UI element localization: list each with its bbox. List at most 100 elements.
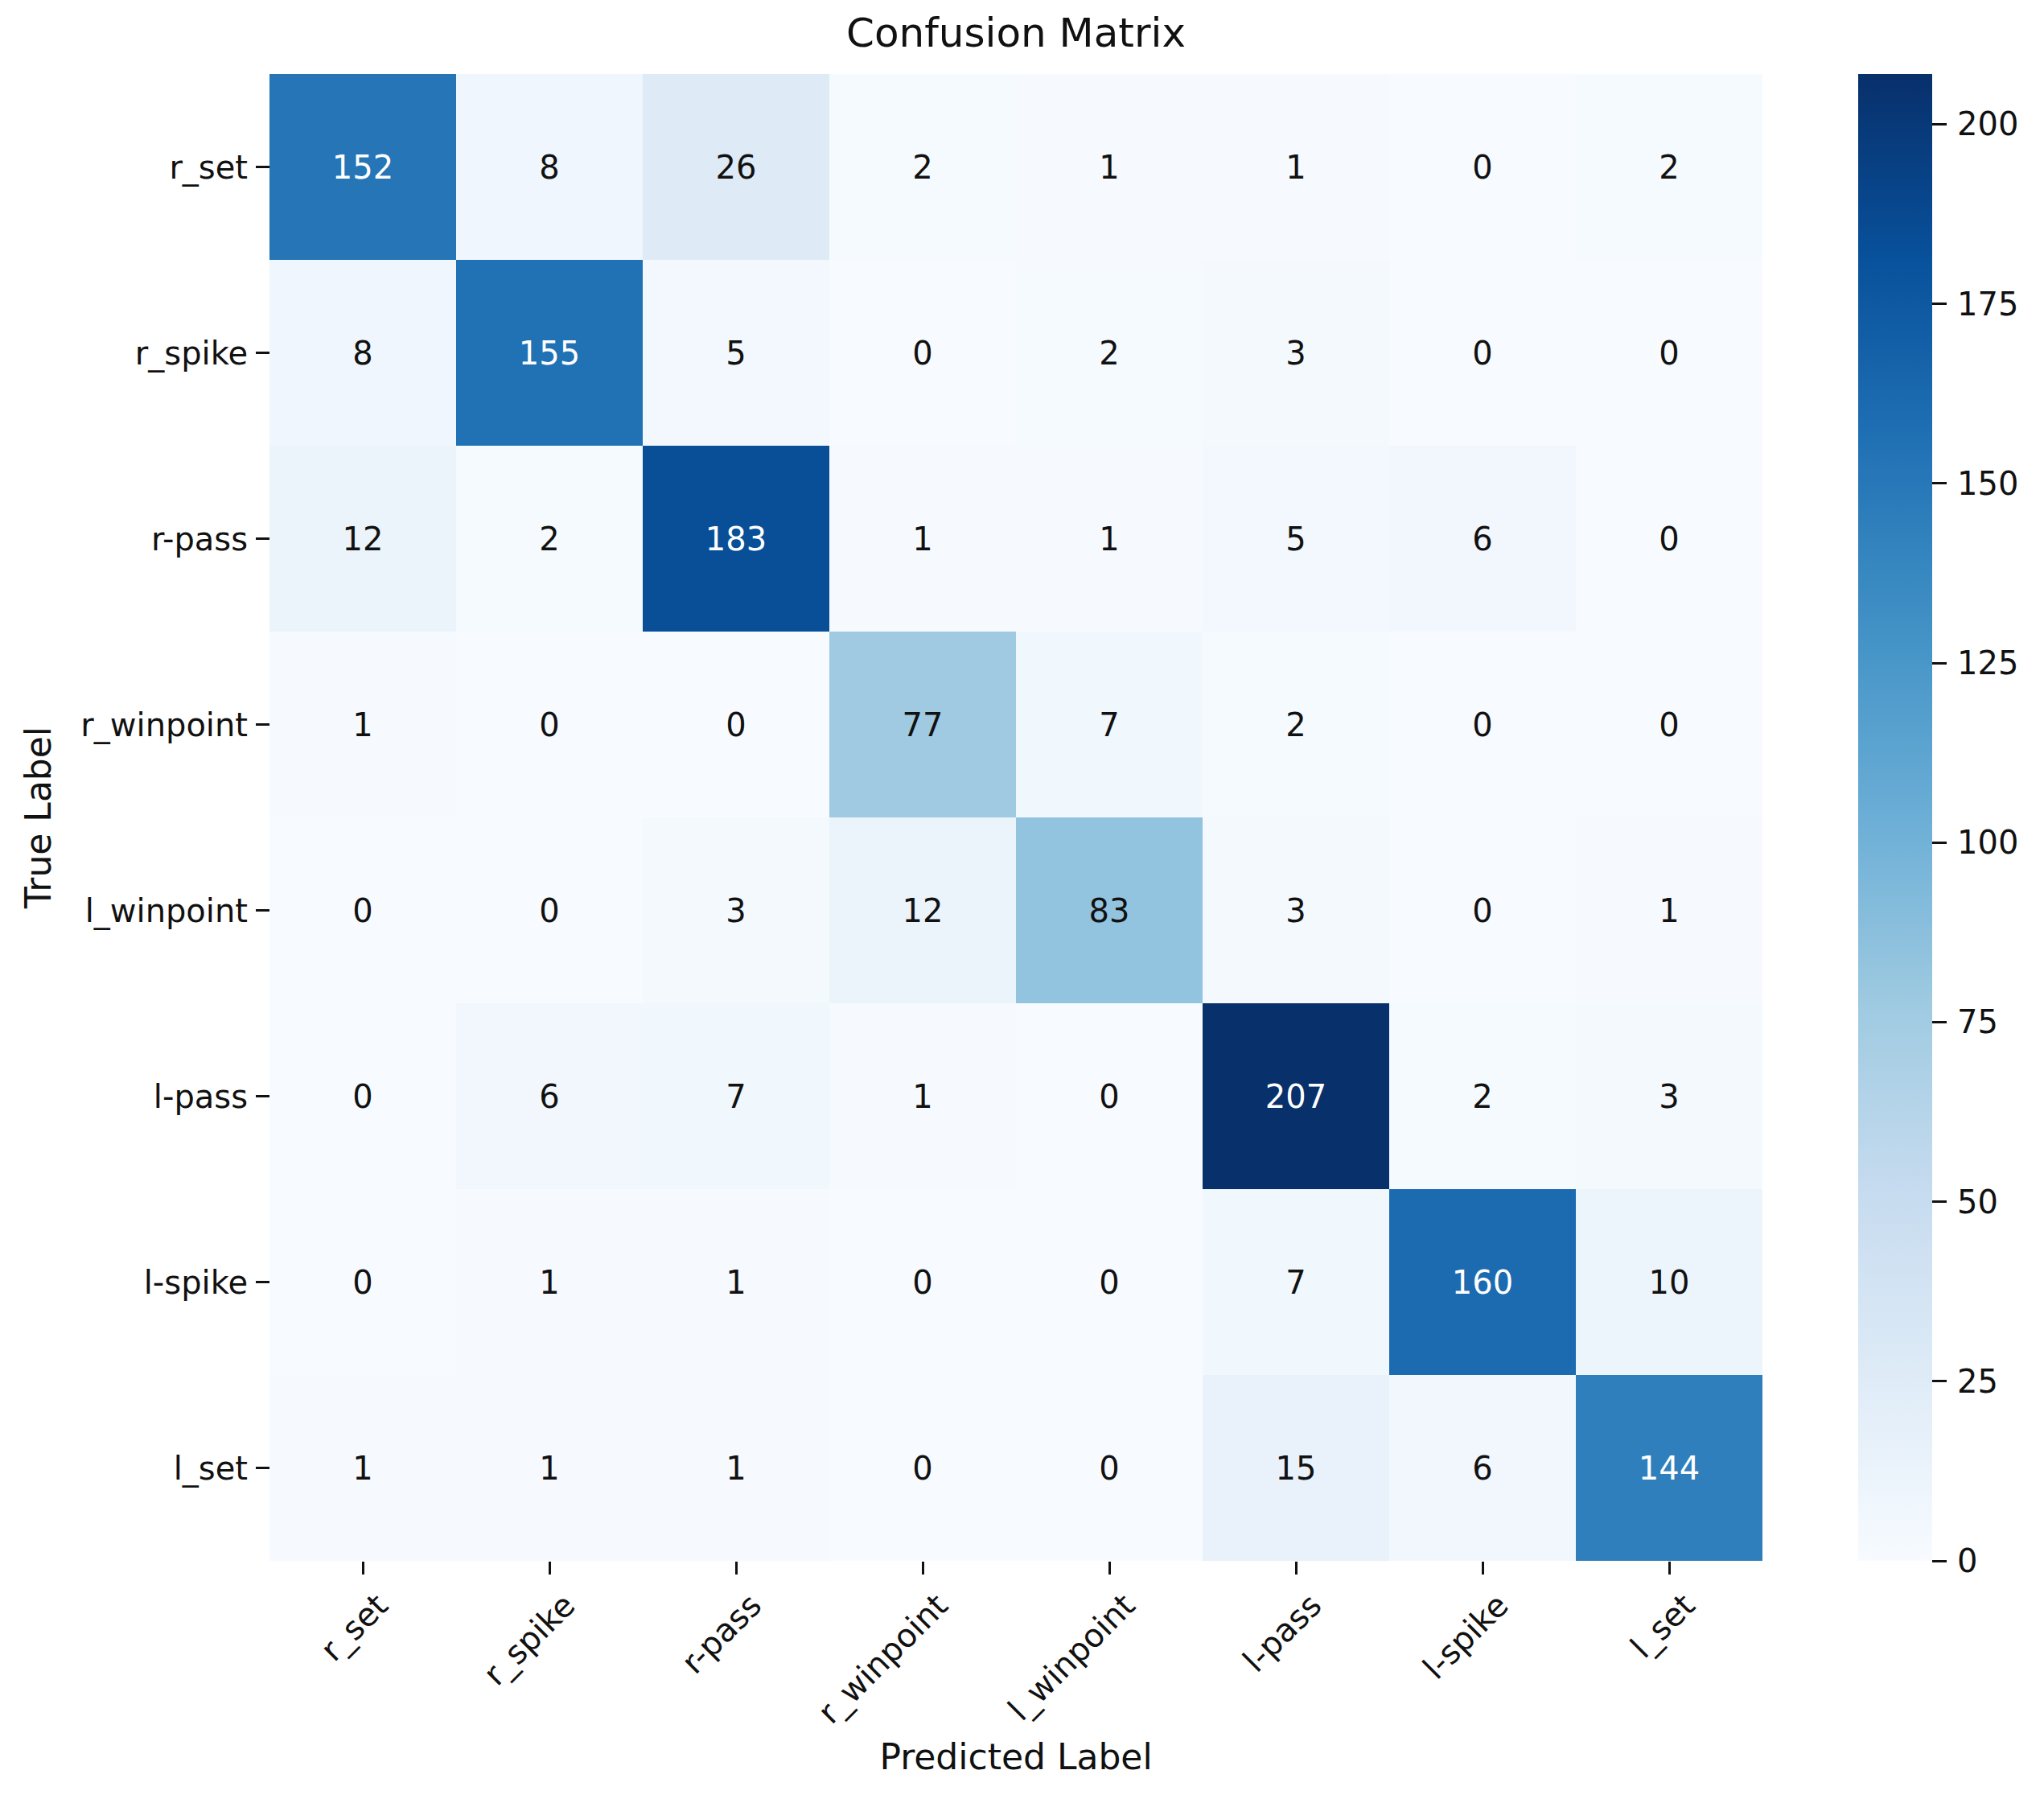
heatmap-cell: 152 xyxy=(269,74,456,260)
cell-value: 0 xyxy=(1099,1452,1119,1484)
heatmap-cell: 7 xyxy=(1203,1189,1389,1375)
cell-value: 0 xyxy=(726,709,746,741)
heatmap-cell: 0 xyxy=(1389,74,1576,260)
y-tick-label: l-spike xyxy=(0,1266,248,1299)
cell-value: 1 xyxy=(1285,151,1306,183)
heatmap-cell: 8 xyxy=(456,74,643,260)
cell-value: 12 xyxy=(903,895,944,927)
cell-value: 1 xyxy=(1099,523,1119,555)
heatmap-cell: 1 xyxy=(829,446,1016,632)
heatmap-cell: 2 xyxy=(1203,632,1389,817)
cell-value: 8 xyxy=(352,337,372,369)
heatmap-cell: 207 xyxy=(1203,1003,1389,1189)
colorbar-tick-label: 25 xyxy=(1957,1365,1998,1398)
x-tick-label: r_set xyxy=(315,1588,393,1666)
cell-value: 152 xyxy=(332,151,393,183)
y-tick-label: l_set xyxy=(0,1452,248,1484)
heatmap-cell: 0 xyxy=(1576,632,1762,817)
cell-value: 10 xyxy=(1649,1266,1690,1299)
heatmap-cell: 2 xyxy=(1016,260,1203,446)
heatmap-cell: 0 xyxy=(269,817,456,1003)
heatmap-cell: 1 xyxy=(1016,446,1203,632)
cell-value: 7 xyxy=(1285,1266,1306,1299)
heatmap-cell: 1 xyxy=(269,632,456,817)
heatmap-cell: 1 xyxy=(829,1003,1016,1189)
heatmap-cell: 8 xyxy=(269,260,456,446)
cell-value: 12 xyxy=(343,523,384,555)
cell-value: 0 xyxy=(1099,1266,1119,1299)
heatmap-cell: 0 xyxy=(643,632,829,817)
cell-value: 83 xyxy=(1089,895,1130,927)
cell-value: 5 xyxy=(1285,523,1306,555)
heatmap-cell: 0 xyxy=(1389,817,1576,1003)
colorbar xyxy=(1858,74,1932,1561)
x-tick-mark xyxy=(1108,1562,1111,1575)
cell-value: 2 xyxy=(1099,337,1119,369)
heatmap-cell: 6 xyxy=(456,1003,643,1189)
cell-value: 5 xyxy=(726,337,746,369)
heatmap-cell: 6 xyxy=(1389,446,1576,632)
heatmap-cell: 155 xyxy=(456,260,643,446)
x-tick-mark xyxy=(549,1562,551,1575)
cell-value: 26 xyxy=(716,151,757,183)
heatmap-cell: 1 xyxy=(456,1189,643,1375)
heatmap-cell: 3 xyxy=(1203,260,1389,446)
cell-value: 6 xyxy=(539,1081,559,1113)
cell-value: 1 xyxy=(1659,895,1679,927)
cell-value: 2 xyxy=(912,151,932,183)
y-tick-label: r-pass xyxy=(0,523,248,555)
colorbar-tick-mark xyxy=(1932,1200,1947,1203)
heatmap-cell: 2 xyxy=(1576,74,1762,260)
cell-value: 0 xyxy=(1659,523,1679,555)
confusion-matrix-figure: Confusion Matrix 15282621102815550230012… xyxy=(0,0,2044,1803)
x-tick-label: l_winpoint xyxy=(1002,1588,1140,1726)
cell-value: 1 xyxy=(352,1452,372,1484)
colorbar-tick-label: 75 xyxy=(1957,1006,1998,1038)
x-axis-label: Predicted Label xyxy=(269,1736,1762,1777)
cell-value: 6 xyxy=(1472,1452,1492,1484)
cell-value: 2 xyxy=(539,523,559,555)
cell-value: 3 xyxy=(1659,1081,1679,1113)
y-tick-mark xyxy=(256,909,269,912)
x-tick-mark xyxy=(362,1562,364,1575)
cell-value: 160 xyxy=(1452,1266,1513,1299)
heatmap-cell: 3 xyxy=(1576,1003,1762,1189)
heatmap-cell: 1 xyxy=(643,1189,829,1375)
heatmap-cell: 2 xyxy=(829,74,1016,260)
heatmap-cell: 0 xyxy=(1016,1375,1203,1561)
cell-value: 1 xyxy=(912,523,932,555)
cell-value: 1 xyxy=(1099,151,1119,183)
heatmap-cell: 0 xyxy=(829,1375,1016,1561)
colorbar-tick-label: 175 xyxy=(1957,288,2018,320)
heatmap-cell: 183 xyxy=(643,446,829,632)
heatmap-cell: 160 xyxy=(1389,1189,1576,1375)
heatmap-cell: 0 xyxy=(829,260,1016,446)
heatmap-plot: 1528262110281555023001221831156010077720… xyxy=(269,74,1762,1561)
heatmap-cell: 0 xyxy=(1576,446,1762,632)
heatmap-cell: 5 xyxy=(643,260,829,446)
colorbar-tick-label: 125 xyxy=(1957,647,2018,679)
heatmap-cell: 0 xyxy=(456,817,643,1003)
colorbar-tick-mark xyxy=(1932,842,1947,844)
cell-value: 0 xyxy=(1659,337,1679,369)
heatmap-cell: 0 xyxy=(1389,260,1576,446)
x-tick-mark xyxy=(1482,1562,1484,1575)
cell-value: 0 xyxy=(352,895,372,927)
cell-value: 0 xyxy=(912,1452,932,1484)
cell-value: 155 xyxy=(519,337,580,369)
heatmap-cell: 1 xyxy=(1576,817,1762,1003)
heatmap-cell: 10 xyxy=(1576,1189,1762,1375)
cell-value: 2 xyxy=(1285,709,1306,741)
y-tick-mark xyxy=(256,352,269,354)
x-tick-mark xyxy=(922,1562,924,1575)
cell-value: 1 xyxy=(539,1266,559,1299)
heatmap-cell: 0 xyxy=(1389,632,1576,817)
heatmap-cell: 26 xyxy=(643,74,829,260)
cell-value: 0 xyxy=(1099,1081,1119,1113)
cell-value: 0 xyxy=(352,1266,372,1299)
cell-value: 77 xyxy=(903,709,944,741)
y-tick-mark xyxy=(256,1281,269,1283)
heatmap-cell: 144 xyxy=(1576,1375,1762,1561)
heatmap-cell: 83 xyxy=(1016,817,1203,1003)
colorbar-tick-mark xyxy=(1932,662,1947,665)
